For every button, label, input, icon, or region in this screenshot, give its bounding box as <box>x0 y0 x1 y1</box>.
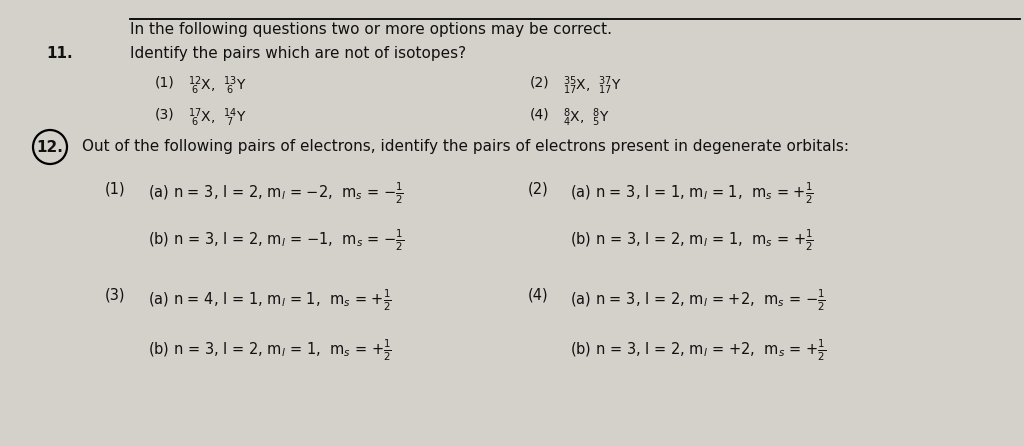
Text: $^{17}_{\ 6}$X,  $^{14}_{\ 7}$Y: $^{17}_{\ 6}$X, $^{14}_{\ 7}$Y <box>188 106 247 128</box>
Text: Identify the pairs which are not of isotopes?: Identify the pairs which are not of isot… <box>130 46 466 61</box>
Text: (b) n = 3, l = 2, m$_l$ = 1,  m$_s$ = $+\frac{1}{2}$: (b) n = 3, l = 2, m$_l$ = 1, m$_s$ = $+\… <box>148 338 392 363</box>
Text: (4): (4) <box>530 108 550 122</box>
Text: (b) n = 3, l = 2, m$_l$ = 1,  m$_s$ = $+\frac{1}{2}$: (b) n = 3, l = 2, m$_l$ = 1, m$_s$ = $+\… <box>570 228 814 253</box>
Text: Out of the following pairs of electrons, identify the pairs of electrons present: Out of the following pairs of electrons,… <box>82 139 849 154</box>
Text: (2): (2) <box>528 181 549 196</box>
Text: (3): (3) <box>105 288 126 303</box>
Text: (a) n = 3, l = 1, m$_l$ = 1,  m$_s$ = $+\frac{1}{2}$: (a) n = 3, l = 1, m$_l$ = 1, m$_s$ = $+\… <box>570 181 814 206</box>
Text: 11.: 11. <box>46 46 73 61</box>
Text: (a) n = 3, l = 2, m$_l$ = $+$2,  m$_s$ = $-\frac{1}{2}$: (a) n = 3, l = 2, m$_l$ = $+$2, m$_s$ = … <box>570 288 826 314</box>
Text: (2): (2) <box>530 76 550 90</box>
Text: (b) n = 3, l = 2, m$_l$ = $-$1,  m$_s$ = $-\frac{1}{2}$: (b) n = 3, l = 2, m$_l$ = $-$1, m$_s$ = … <box>148 228 404 253</box>
Text: (a) n = 4, l = 1, m$_l$ = 1,  m$_s$ = $+\frac{1}{2}$: (a) n = 4, l = 1, m$_l$ = 1, m$_s$ = $+\… <box>148 288 391 314</box>
Text: (a) n = 3, l = 2, m$_l$ = $-$2,  m$_s$ = $-\frac{1}{2}$: (a) n = 3, l = 2, m$_l$ = $-$2, m$_s$ = … <box>148 181 403 206</box>
Text: (1): (1) <box>105 181 126 196</box>
Text: In the following questions two or more options may be correct.: In the following questions two or more o… <box>130 22 612 37</box>
Text: (1): (1) <box>155 76 175 90</box>
Text: (4): (4) <box>528 288 549 303</box>
Text: $^{35}_{17}$X,  $^{37}_{17}$Y: $^{35}_{17}$X, $^{37}_{17}$Y <box>563 74 622 97</box>
Text: 12.: 12. <box>37 140 63 154</box>
Text: $^{8}_{4}$X,  $^{8}_{5}$Y: $^{8}_{4}$X, $^{8}_{5}$Y <box>563 106 609 128</box>
Text: $^{12}_{\ 6}$X,  $^{13}_{\ 6}$Y: $^{12}_{\ 6}$X, $^{13}_{\ 6}$Y <box>188 74 247 97</box>
Text: (3): (3) <box>155 108 175 122</box>
Text: (b) n = 3, l = 2, m$_l$ = $+$2,  m$_s$ = $+\frac{1}{2}$: (b) n = 3, l = 2, m$_l$ = $+$2, m$_s$ = … <box>570 338 826 363</box>
